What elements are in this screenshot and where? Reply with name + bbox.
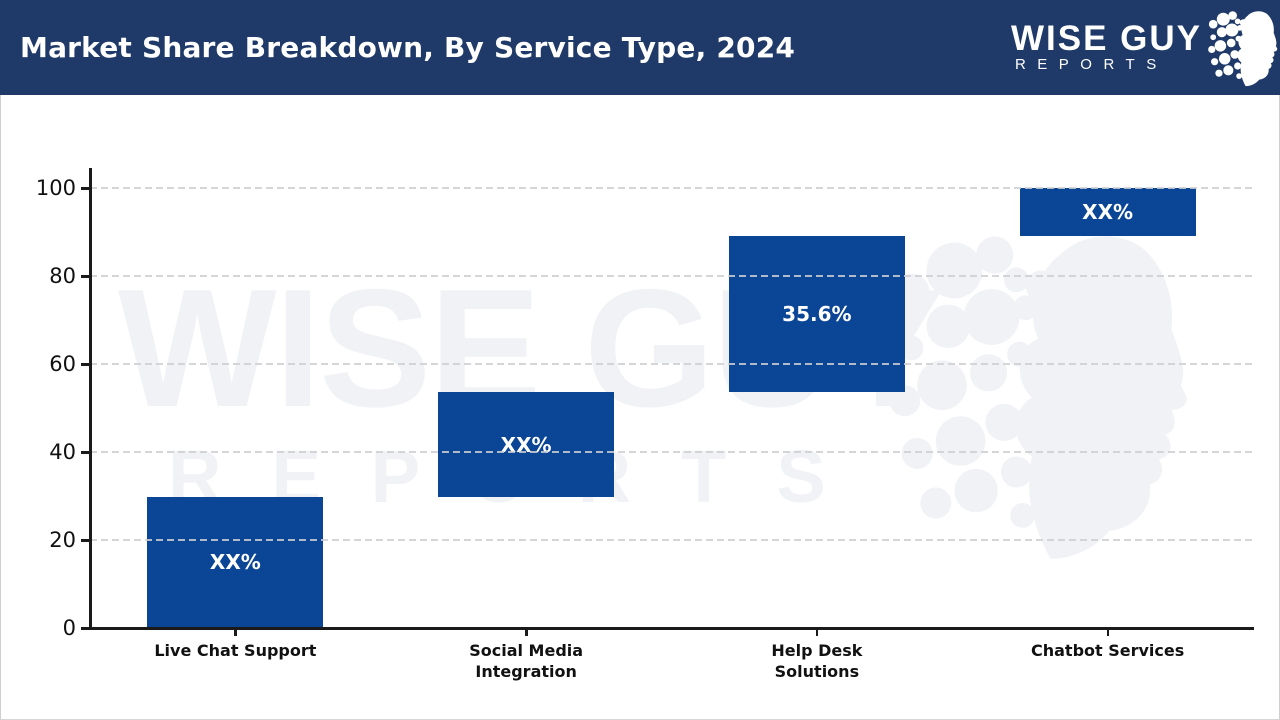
x-category-label-social-media-integration: Social Media Integration [469,641,584,681]
gridline-60 [90,363,1253,365]
bar-chatbot-services: XX% [1019,188,1196,236]
y-tick-label-0: 0 [62,616,76,640]
y-tick-80 [81,275,89,278]
logo-wordmark: WISE GUY [1010,18,1202,58]
bar-value-label: 35.6% [782,301,852,326]
logo-text: WISE GUY REPORTS [1010,18,1202,74]
page-title: Market Share Breakdown, By Service Type,… [20,31,796,64]
y-tick-label-60: 60 [49,352,76,376]
bar-value-label: XX% [209,550,261,575]
x-tick-1 [234,628,237,636]
x-axis-line [89,627,1254,630]
bar-social-media-integration: XX% [438,392,615,497]
x-tick-3 [815,628,819,636]
y-tick-0 [81,627,89,630]
x-tick-4 [1106,628,1110,636]
x-tick-2 [525,628,528,636]
x-category-label-live-chat-support: Live Chat Support [154,641,317,660]
gridline-80 [90,275,1253,277]
gridline-100 [90,187,1253,189]
y-tick-60 [81,363,89,366]
y-tick-label-40: 40 [49,440,76,464]
bar-value-label: XX% [1082,199,1134,224]
y-axis-line [89,168,92,630]
header-bar: Market Share Breakdown, By Service Type,… [0,0,1280,95]
logo-subtext: REPORTS [1014,55,1168,73]
y-tick-label-80: 80 [49,264,76,288]
wiseguy-logo: WISE GUY REPORTS [1011,0,1280,95]
gridline-20 [90,539,1253,541]
y-tick-20 [81,539,89,542]
y-tick-label-100: 100 [35,176,76,200]
bar-live-chat-support: XX% [147,496,324,628]
logo-head-dots-icon [1208,10,1278,86]
x-category-label-help-desk-solutions: Help Desk Solutions [771,641,863,681]
x-category-label-chatbot-services: Chatbot Services [1030,641,1185,660]
y-tick-100 [81,187,89,190]
y-tick-40 [81,451,89,454]
gridline-40 [90,451,1253,453]
y-tick-label-20: 20 [49,528,76,552]
bar-help-desk-solutions: 35.6% [728,235,905,393]
